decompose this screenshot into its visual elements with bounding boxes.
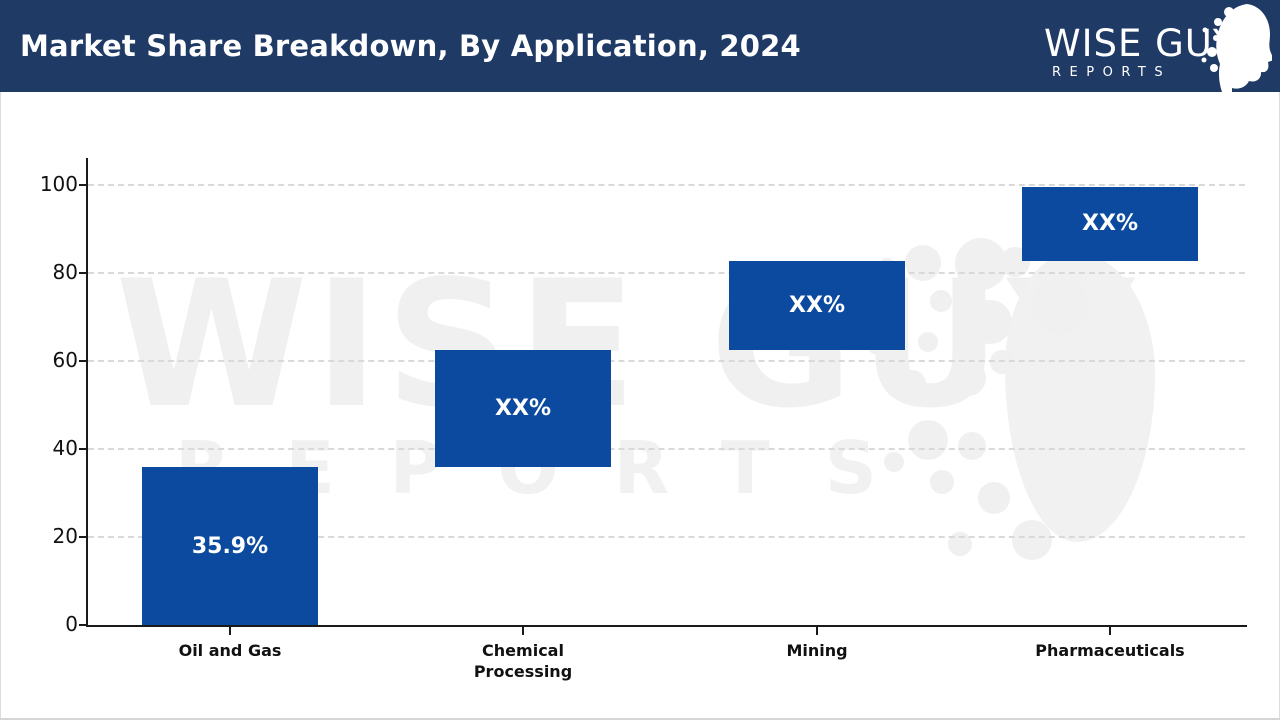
bar-value-label: XX% bbox=[495, 395, 551, 421]
gridline bbox=[88, 272, 1245, 274]
bar-value-label: 35.9% bbox=[191, 533, 269, 559]
y-axis-tick-mark bbox=[79, 624, 87, 626]
y-axis-tick-label: 100 bbox=[39, 172, 78, 196]
watermark-dot bbox=[930, 470, 954, 494]
x-axis-category-label: Mining bbox=[786, 641, 848, 660]
watermark-dot bbox=[898, 370, 926, 398]
x-axis-tick-mark bbox=[229, 627, 231, 635]
watermark-dot bbox=[1012, 520, 1052, 560]
y-axis-tick-label: 0 bbox=[65, 612, 78, 636]
header-bar: Market Share Breakdown, By Application, … bbox=[0, 0, 1280, 92]
bar-segment: XX% bbox=[435, 349, 611, 468]
x-axis-tick-mark bbox=[1109, 627, 1111, 635]
y-axis-tick-label: 20 bbox=[52, 524, 78, 548]
y-axis-tick-mark bbox=[79, 536, 87, 538]
watermark-dot bbox=[990, 350, 1014, 374]
y-axis-tick-mark bbox=[79, 184, 87, 186]
x-axis-tick-mark bbox=[522, 627, 524, 635]
watermark-text: WISE GUY bbox=[115, 244, 1141, 447]
gridline bbox=[88, 184, 1245, 186]
watermark-dot bbox=[978, 482, 1010, 514]
x-axis-category-label: Oil and Gas bbox=[178, 641, 282, 660]
watermark-dot bbox=[884, 452, 904, 472]
gridline bbox=[88, 448, 1245, 450]
y-axis-line bbox=[86, 158, 88, 627]
bar-segment: XX% bbox=[729, 261, 905, 350]
logo-wordmark: WISE GUY bbox=[1044, 22, 1236, 65]
y-axis-tick-label: 80 bbox=[52, 260, 78, 284]
watermark-dot bbox=[950, 360, 986, 396]
x-axis-category-label: Chemical Processing bbox=[473, 641, 573, 681]
wise-guy-logo: WISE GUY REPORTS bbox=[1044, 4, 1272, 92]
y-axis-tick-mark bbox=[79, 360, 87, 362]
bar-segment: 35.9% bbox=[142, 467, 318, 625]
gridline bbox=[88, 360, 1245, 362]
logo-head-icon bbox=[1201, 4, 1272, 92]
watermark-dot bbox=[908, 420, 948, 460]
y-axis-tick-mark bbox=[79, 448, 87, 450]
watermark-dot bbox=[905, 245, 941, 281]
logo-subtitle: REPORTS bbox=[1052, 65, 1171, 80]
bar-segment: XX% bbox=[1022, 186, 1198, 262]
watermark-dot bbox=[968, 300, 1012, 344]
watermark-dot bbox=[955, 238, 1007, 290]
y-axis-tick-mark bbox=[79, 272, 87, 274]
watermark-dot bbox=[930, 290, 952, 312]
y-axis-tick-label: 60 bbox=[52, 348, 78, 372]
bar-value-label: XX% bbox=[1082, 211, 1138, 237]
plot-area: 0 20 40 60 80 100 35.9% XX% XX% XX% Oil and Gas Che… bbox=[0, 92, 1280, 720]
gridline bbox=[88, 536, 1245, 538]
bar-value-label: XX% bbox=[789, 292, 845, 318]
x-axis-line bbox=[86, 625, 1247, 627]
watermark-dot bbox=[958, 432, 986, 460]
chart-title: Market Share Breakdown, By Application, … bbox=[20, 29, 801, 63]
x-axis-tick-mark bbox=[816, 627, 818, 635]
watermark-dot bbox=[918, 332, 938, 352]
x-axis-category-label: Pharmaceuticals bbox=[1035, 641, 1185, 660]
y-axis-tick-label: 40 bbox=[52, 436, 78, 460]
watermark-dot bbox=[1032, 278, 1088, 334]
